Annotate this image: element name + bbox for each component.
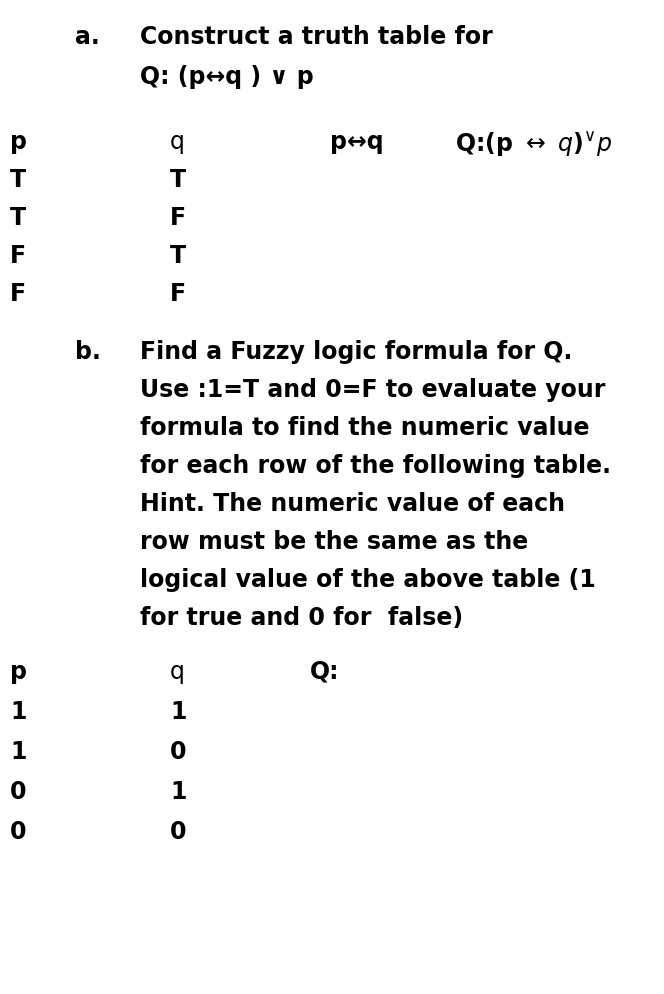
Text: Find a Fuzzy logic formula for Q.: Find a Fuzzy logic formula for Q. [140,340,572,364]
Text: 0: 0 [170,820,187,844]
Text: q: q [170,660,185,684]
Text: a.: a. [75,25,100,49]
Text: 0: 0 [10,780,27,804]
Text: p: p [10,660,27,684]
Text: Hint. The numeric value of each: Hint. The numeric value of each [140,492,565,516]
Text: Q: (p↔q ) ∨ p: Q: (p↔q ) ∨ p [140,65,314,89]
Text: q: q [170,130,185,154]
Text: F: F [170,282,186,306]
Text: F: F [170,206,186,230]
Text: for each row of the following table.: for each row of the following table. [140,454,611,478]
Text: p: p [10,130,27,154]
Text: 1: 1 [170,700,187,724]
Text: 1: 1 [170,780,187,804]
Text: formula to find the numeric value: formula to find the numeric value [140,416,590,440]
Text: logical value of the above table (1: logical value of the above table (1 [140,568,596,592]
Text: 0: 0 [10,820,27,844]
Text: b.: b. [75,340,101,364]
Text: 1: 1 [10,700,27,724]
Text: F: F [10,244,26,268]
Text: T: T [10,168,26,192]
Text: 0: 0 [170,740,187,764]
Text: row must be the same as the: row must be the same as the [140,530,529,554]
Text: p↔q: p↔q [330,130,384,154]
Text: T: T [170,244,186,268]
Text: T: T [10,206,26,230]
Text: for true and 0 for  false): for true and 0 for false) [140,606,463,630]
Text: Q:(p $\leftrightarrow$ $\it{q}$)$^{\vee}$$\it{p}$: Q:(p $\leftrightarrow$ $\it{q}$)$^{\vee}… [455,130,612,159]
Text: Construct a truth table for: Construct a truth table for [140,25,493,49]
Text: T: T [170,168,186,192]
Text: Use :1=T and 0=F to evaluate your: Use :1=T and 0=F to evaluate your [140,378,606,402]
Text: F: F [10,282,26,306]
Text: 1: 1 [10,740,27,764]
Text: Q:: Q: [310,660,339,684]
